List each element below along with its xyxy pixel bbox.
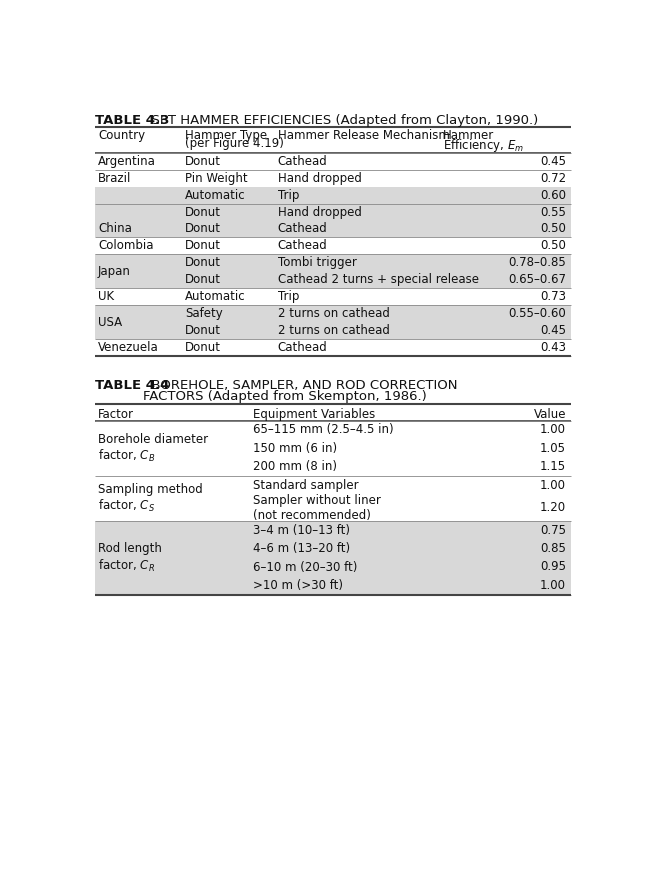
Text: Cathead 2 turns + special release: Cathead 2 turns + special release <box>278 273 479 286</box>
Text: 0.75: 0.75 <box>540 523 566 536</box>
Text: Donut: Donut <box>185 206 221 219</box>
Text: Sampling method
factor, $C_S$: Sampling method factor, $C_S$ <box>98 483 203 514</box>
Text: 1.05: 1.05 <box>540 442 566 455</box>
Text: Cathead: Cathead <box>278 155 328 168</box>
Text: Automatic: Automatic <box>185 290 246 304</box>
Text: 3–4 m (10–13 ft): 3–4 m (10–13 ft) <box>253 523 350 536</box>
Text: 4–6 m (13–20 ft): 4–6 m (13–20 ft) <box>253 542 350 555</box>
Text: Hand dropped: Hand dropped <box>278 172 362 185</box>
Text: SPT HAMMER EFFICIENCIES (Adapted from Clayton, 1990.): SPT HAMMER EFFICIENCIES (Adapted from Cl… <box>143 115 538 127</box>
Bar <box>95 476 571 521</box>
Text: Argentina: Argentina <box>98 155 156 168</box>
Text: 2 turns on cathead: 2 turns on cathead <box>278 307 389 320</box>
Text: 6–10 m (20–30 ft): 6–10 m (20–30 ft) <box>253 561 358 573</box>
Text: 0.85: 0.85 <box>540 542 566 555</box>
Text: Rod length
factor, $C_R$: Rod length factor, $C_R$ <box>98 542 162 573</box>
Text: Cathead: Cathead <box>278 222 328 235</box>
Text: 0.72: 0.72 <box>540 172 566 185</box>
Bar <box>95 220 571 237</box>
Bar <box>95 403 571 421</box>
Text: BOREHOLE, SAMPLER, AND ROD CORRECTION: BOREHOLE, SAMPLER, AND ROD CORRECTION <box>143 379 457 392</box>
Text: 1.00: 1.00 <box>540 424 566 437</box>
Bar <box>95 521 571 595</box>
Text: Efficiency, $E_m$: Efficiency, $E_m$ <box>443 137 524 154</box>
Text: Value: Value <box>534 408 566 421</box>
Text: Donut: Donut <box>185 273 221 286</box>
Text: USA: USA <box>98 316 122 329</box>
Text: Sampler without liner
(not recommended): Sampler without liner (not recommended) <box>253 493 381 522</box>
Text: Donut: Donut <box>185 155 221 168</box>
Text: 0.65–0.67: 0.65–0.67 <box>508 273 566 286</box>
Text: 200 mm (8 in): 200 mm (8 in) <box>253 460 337 473</box>
Text: Borehole diameter
factor, $C_B$: Borehole diameter factor, $C_B$ <box>98 432 208 464</box>
Text: Brazil: Brazil <box>98 172 132 185</box>
Text: Equipment Variables: Equipment Variables <box>253 408 375 421</box>
Text: (per Figure 4.19): (per Figure 4.19) <box>185 137 284 150</box>
Bar <box>95 255 571 271</box>
Text: Pin Weight: Pin Weight <box>185 172 248 185</box>
Text: Colombia: Colombia <box>98 240 154 252</box>
Text: Automatic: Automatic <box>185 189 246 201</box>
Text: TABLE 4.3: TABLE 4.3 <box>95 115 169 127</box>
Text: Country: Country <box>98 129 145 142</box>
Text: Cathead: Cathead <box>278 341 328 354</box>
Text: Trip: Trip <box>278 189 299 201</box>
Text: Donut: Donut <box>185 341 221 354</box>
Text: 150 mm (6 in): 150 mm (6 in) <box>253 442 337 455</box>
Text: Trip: Trip <box>278 290 299 304</box>
Text: TABLE 4.4: TABLE 4.4 <box>95 379 169 392</box>
Text: Standard sampler: Standard sampler <box>253 479 359 492</box>
Bar <box>95 340 571 356</box>
Text: 1.00: 1.00 <box>540 579 566 592</box>
Text: 0.50: 0.50 <box>540 222 566 235</box>
Text: Donut: Donut <box>185 324 221 337</box>
Text: 0.55–0.60: 0.55–0.60 <box>509 307 566 320</box>
Bar <box>95 305 571 322</box>
Text: Safety: Safety <box>185 307 223 320</box>
Text: 0.95: 0.95 <box>540 561 566 573</box>
Text: 1.20: 1.20 <box>540 501 566 514</box>
Text: Venezuela: Venezuela <box>98 341 159 354</box>
Bar <box>95 153 571 170</box>
Text: 0.43: 0.43 <box>540 341 566 354</box>
Text: 0.45: 0.45 <box>540 324 566 337</box>
Text: 1.15: 1.15 <box>540 460 566 473</box>
Text: Hand dropped: Hand dropped <box>278 206 362 219</box>
Text: Hammer Type: Hammer Type <box>185 129 267 142</box>
Text: 0.55: 0.55 <box>540 206 566 219</box>
Bar <box>95 271 571 288</box>
Text: Cathead: Cathead <box>278 240 328 252</box>
Text: 0.78–0.85: 0.78–0.85 <box>509 256 566 270</box>
Text: 2 turns on cathead: 2 turns on cathead <box>278 324 389 337</box>
Text: Donut: Donut <box>185 256 221 270</box>
Bar <box>95 322 571 340</box>
Text: Tombi trigger: Tombi trigger <box>278 256 357 270</box>
Text: 0.60: 0.60 <box>540 189 566 201</box>
Text: Donut: Donut <box>185 222 221 235</box>
Text: 0.73: 0.73 <box>540 290 566 304</box>
Bar <box>95 421 571 476</box>
Text: 1.00: 1.00 <box>540 479 566 492</box>
Text: Donut: Donut <box>185 240 221 252</box>
Text: Factor: Factor <box>98 408 134 421</box>
Bar <box>95 237 571 255</box>
Bar <box>95 288 571 305</box>
Text: UK: UK <box>98 290 114 304</box>
Text: Hammer: Hammer <box>443 129 494 142</box>
Bar <box>95 127 571 153</box>
Text: 0.45: 0.45 <box>540 155 566 168</box>
Text: Hammer Release Mechanism: Hammer Release Mechanism <box>278 129 450 142</box>
Bar <box>95 186 571 204</box>
Text: 0.50: 0.50 <box>540 240 566 252</box>
Text: >10 m (>30 ft): >10 m (>30 ft) <box>253 579 343 592</box>
Bar <box>95 170 571 186</box>
Text: Japan: Japan <box>98 265 131 278</box>
Text: 65–115 mm (2.5–4.5 in): 65–115 mm (2.5–4.5 in) <box>253 424 394 437</box>
Text: FACTORS (Adapted from Skempton, 1986.): FACTORS (Adapted from Skempton, 1986.) <box>143 390 427 402</box>
Bar <box>95 204 571 220</box>
Text: China: China <box>98 222 132 235</box>
